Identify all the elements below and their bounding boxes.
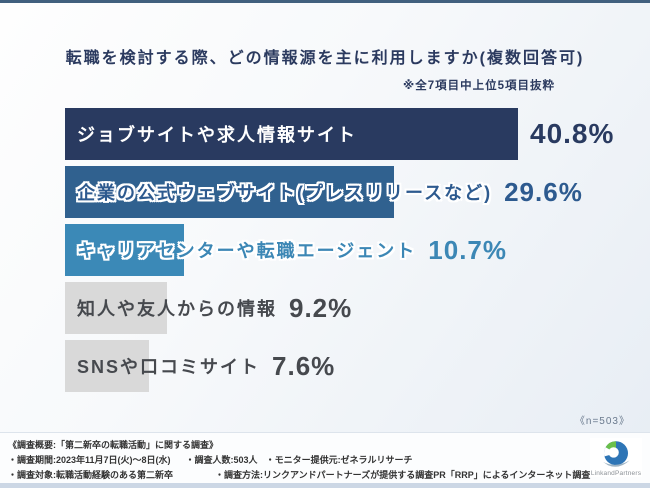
bar-label: 知人や友人からの情報 [77, 299, 277, 319]
sample-size-note: 《n=503》 [574, 416, 630, 427]
footer-line-1: 《調査概要:「第二新卒の転職活動」に関する調査》 [8, 438, 642, 453]
bar-value-label: 9.2% [289, 292, 353, 323]
footer-line-3: ・調査対象:転職活動経験のある第二新卒 ・調査方法:リンクアンドパートナーズが提… [8, 468, 642, 483]
top-accent-strip [0, 0, 650, 3]
bar-label: キャリアセンターや転職エージェント [77, 241, 417, 261]
bar-label: ジョブサイトや求人情報サイト [77, 125, 357, 145]
bar-overlay: キャリアセンターや転職エージェント 10.7% [65, 224, 650, 276]
bar-row-1: ジョブサイトや求人情報サイト 40.8% [65, 108, 650, 160]
bar-label: 企業の公式ウェブサイト(プレスリリースなど) [77, 183, 493, 203]
bar-row-5: SNSや口コミサイト 7.6% [65, 340, 650, 392]
bar-label-inside: 企業の公式ウェブサイト(プレスリリースなど) [77, 183, 394, 203]
bar-row-3: キャリアセンターや転職エージェントキャリアセンターや転職エージェント 10.7% [65, 224, 650, 276]
subtitle-note: ※全7項目中上位5項目抜粋 [403, 80, 555, 92]
bar-label: SNSや口コミサイト [77, 357, 261, 377]
bar-row-2: 企業の公式ウェブサイト(プレスリリースなど)企業の公式ウェブサイト(プレスリリー… [65, 166, 650, 218]
survey-period: ・調査期間:2023年11月7日(火)〜8日(水) [8, 455, 171, 465]
linkandpartners-logo-icon [603, 441, 630, 467]
bottom-accent-strip [0, 483, 650, 488]
bar-value-label: 7.6% [272, 350, 336, 381]
footer-line-2: ・調査期間:2023年11月7日(火)〜8日(水) ・調査人数:503人 ・モニ… [8, 453, 642, 468]
linkandpartners-logo: LinkandPartners [590, 438, 642, 477]
bar-overlay: SNSや口コミサイト 7.6% [65, 340, 650, 392]
bar-rect: キャリアセンターや転職エージェント [65, 224, 184, 276]
logo-wordmark: LinkandPartners [590, 470, 642, 477]
survey-monitor-provider: ・モニター提供元:ゼネラルリサーチ [265, 455, 413, 465]
bar-rect [65, 282, 167, 334]
page-title: 転職を検討する際、どの情報源を主に利用しますか(複数回答可) [65, 50, 585, 67]
bar-overlay: ジョブサイトや求人情報サイト 40.8% [65, 108, 650, 160]
bar-overlay: 企業の公式ウェブサイト(プレスリリースなど) 29.6% [65, 166, 650, 218]
bar-label-inside: キャリアセンターや転職エージェント [77, 241, 184, 261]
bar-rect [65, 340, 149, 392]
bar-value-label: 10.7% [428, 234, 508, 265]
bar-value-label: 40.8% [530, 118, 615, 149]
bar-row-4: 知人や友人からの情報 9.2% [65, 282, 650, 334]
survey-target: ・調査対象:転職活動経験のある第二新卒 [8, 470, 173, 480]
survey-method: ・調査方法:リンクアンドパートナーズが提供する調査PR「RRP」によるインターネ… [215, 470, 591, 480]
bar-chart: ジョブサイトや求人情報サイト 40.8% 企業の公式ウェブサイト(プレスリリースなど… [65, 108, 650, 398]
bar-value-label: 29.6% [504, 176, 583, 207]
survey-count: ・調査人数:503人 [185, 455, 258, 465]
bar-rect [65, 108, 518, 160]
survey-summary: 《調査概要:「第二新卒の転職活動」に関する調査》 [8, 440, 218, 450]
bar-rect: 企業の公式ウェブサイト(プレスリリースなど) [65, 166, 394, 218]
bar-overlay: 知人や友人からの情報 9.2% [65, 282, 650, 334]
survey-footer: 《調査概要:「第二新卒の転職活動」に関する調査》 ・調査期間:2023年11月7… [0, 432, 650, 483]
